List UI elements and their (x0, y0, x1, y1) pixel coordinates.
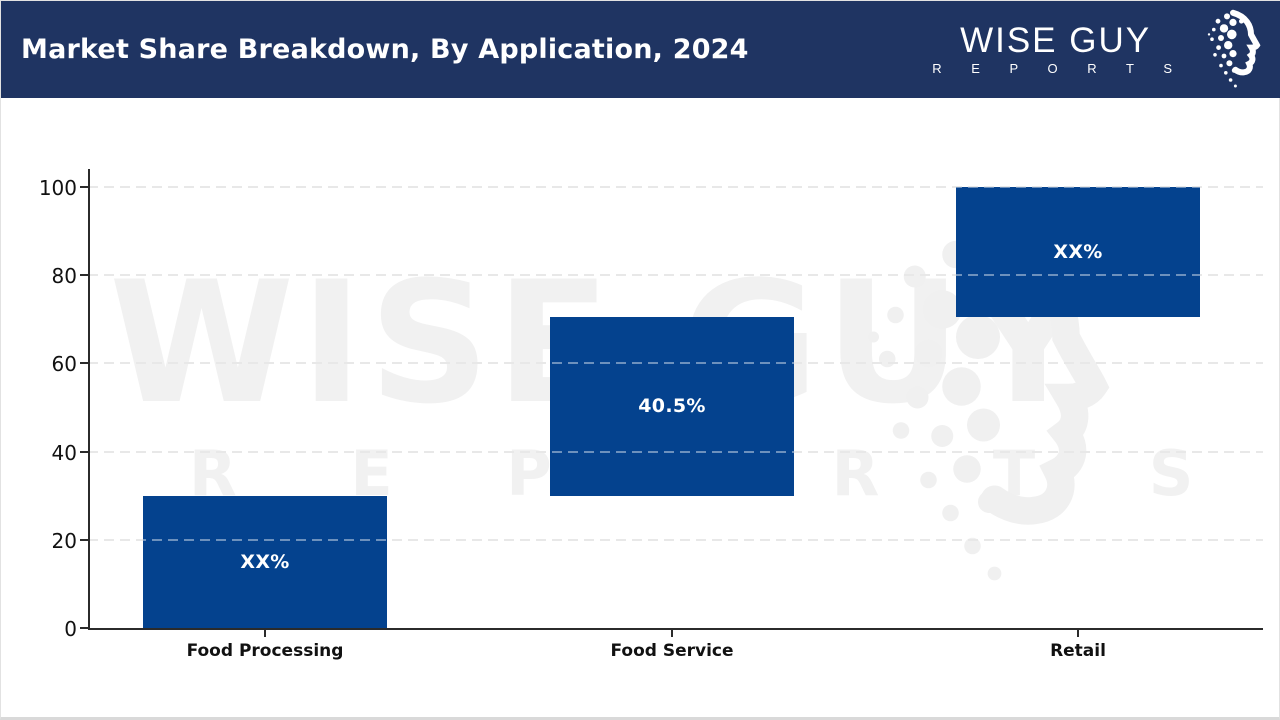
gridline (88, 274, 1263, 277)
x-tick-label: Retail (1050, 641, 1106, 661)
x-tick-mark (671, 630, 673, 637)
x-tick-label: Food Processing (186, 641, 344, 661)
bar-food-processing: XX% (143, 495, 387, 628)
y-tick-mark (80, 362, 88, 365)
y-tick-label: 100 (38, 176, 77, 200)
bar-retail: XX% (956, 187, 1200, 318)
y-tick-mark (80, 450, 88, 453)
y-tick-label: 80 (51, 264, 77, 289)
y-axis-line (88, 169, 90, 630)
x-tick-mark (1077, 630, 1079, 637)
page-title: Market Share Breakdown, By Application, … (21, 34, 749, 65)
gridline (88, 538, 1263, 541)
logo-wordmark: WISE GUY (960, 20, 1152, 60)
gridline-overlay (88, 450, 1263, 453)
bar-value-label: XX% (240, 550, 290, 573)
gridline-overlay (88, 362, 1263, 365)
y-tick-mark (80, 627, 88, 629)
x-tick-mark (264, 630, 266, 637)
wise-guy-reports-logo: WISE GUY R E P O R T S (926, 8, 1263, 92)
y-tick-label: 60 (51, 352, 77, 377)
y-tick-label: 0 (64, 617, 77, 641)
y-tick-mark (80, 538, 88, 541)
y-tick-label: 40 (51, 440, 77, 465)
y-tick-mark (80, 274, 88, 277)
logo-text: WISE GUY R E P O R T S (926, 20, 1185, 77)
logo-subtitle: R E P O R T S (932, 61, 1185, 77)
y-tick-mark (80, 186, 88, 188)
gridline (88, 186, 1263, 188)
gridline-overlay (88, 274, 1263, 277)
y-tick-label: 20 (51, 528, 77, 553)
gridline-overlay (88, 186, 1263, 188)
gridline-overlay (88, 538, 1263, 541)
bar-value-label: 40.5% (638, 395, 706, 418)
bar-food-service: 40.5% (550, 317, 794, 496)
x-tick-label: Food Service (610, 641, 734, 661)
bar-value-label: XX% (1053, 241, 1103, 264)
x-axis-line (88, 628, 1263, 630)
header-bar: Market Share Breakdown, By Application, … (1, 1, 1280, 98)
